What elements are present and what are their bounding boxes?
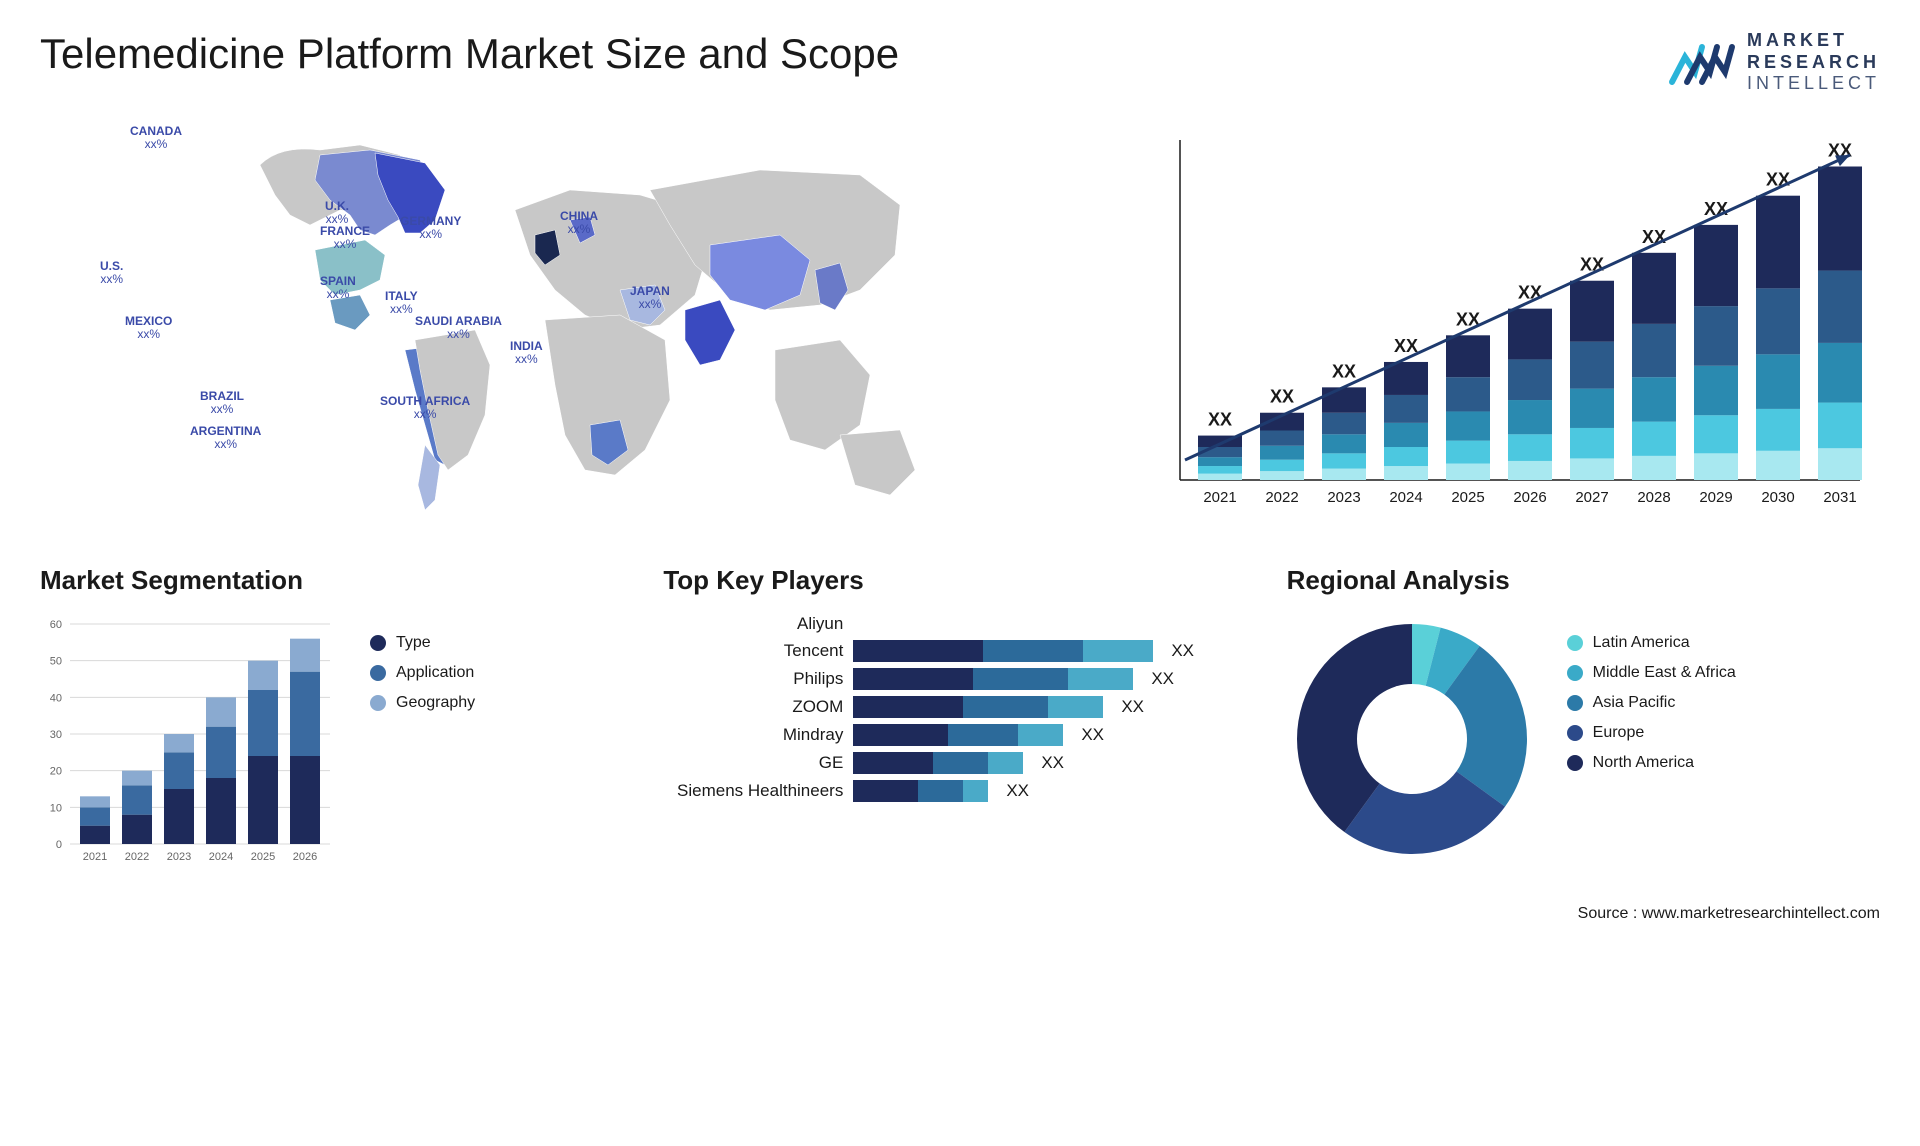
svg-text:2026: 2026: [293, 851, 317, 863]
svg-text:2024: 2024: [209, 851, 233, 863]
svg-text:50: 50: [50, 655, 62, 667]
svg-text:60: 60: [50, 619, 62, 631]
svg-text:2029: 2029: [1699, 489, 1732, 506]
svg-text:2022: 2022: [125, 851, 149, 863]
map-label: ARGENTINAxx%: [190, 425, 261, 451]
svg-text:2023: 2023: [167, 851, 191, 863]
legend-item: Latin America: [1567, 634, 1736, 652]
svg-text:XX: XX: [1332, 361, 1356, 381]
legend-item: Middle East & Africa: [1567, 664, 1736, 682]
map-label: U.S.xx%: [100, 260, 123, 286]
legend-item: Geography: [370, 694, 475, 712]
map-label: ITALYxx%: [385, 290, 418, 316]
legend-item: Asia Pacific: [1567, 694, 1736, 712]
logo-line2: RESEARCH: [1747, 52, 1880, 74]
map-label: INDIAxx%: [510, 340, 543, 366]
map-label: SAUDI ARABIAxx%: [415, 315, 502, 341]
svg-text:XX: XX: [1208, 409, 1232, 429]
svg-text:2030: 2030: [1761, 489, 1794, 506]
svg-text:XX: XX: [1518, 282, 1542, 302]
svg-text:40: 40: [50, 692, 62, 704]
source-attribution: Source : www.marketresearchintellect.com: [40, 905, 1880, 923]
map-label: SOUTH AFRICAxx%: [380, 395, 470, 421]
players-chart: Aliyun TencentXX PhilipsXX ZOOMXX MindrayXX G…: [663, 614, 1256, 802]
svg-text:2031: 2031: [1823, 489, 1856, 506]
regional-donut: [1287, 614, 1537, 864]
svg-text:30: 30: [50, 729, 62, 741]
svg-text:2021: 2021: [83, 851, 107, 863]
legend-item: Europe: [1567, 724, 1736, 742]
logo-line1: MARKET: [1747, 30, 1880, 52]
map-label: JAPANxx%: [630, 285, 670, 311]
svg-text:XX: XX: [1394, 336, 1418, 356]
map-label: MEXICOxx%: [125, 315, 172, 341]
player-row: PhilipsXX: [663, 668, 1256, 690]
svg-text:2026: 2026: [1513, 489, 1546, 506]
players-panel: Top Key Players Aliyun TencentXX PhilipsXX…: [663, 565, 1256, 885]
regional-legend: Latin America Middle East & Africa Asia Pa…: [1567, 634, 1736, 772]
player-row: TencentXX: [663, 640, 1256, 662]
svg-text:2021: 2021: [1203, 489, 1236, 506]
map-label: CANADAxx%: [130, 125, 182, 151]
map-label: GERMANYxx%: [400, 215, 461, 241]
logo-line3: INTELLECT: [1747, 73, 1880, 95]
svg-text:2025: 2025: [251, 851, 275, 863]
players-title: Top Key Players: [663, 565, 1256, 596]
segmentation-title: Market Segmentation: [40, 565, 633, 596]
svg-text:2027: 2027: [1575, 489, 1608, 506]
page-title: Telemedicine Platform Market Size and Sc…: [40, 30, 899, 78]
segmentation-legend: Type Application Geography: [370, 634, 475, 712]
legend-item: Application: [370, 664, 475, 682]
player-row: Aliyun: [663, 614, 1256, 634]
regional-panel: Regional Analysis Latin America Middle Ea…: [1287, 565, 1880, 885]
segmentation-chart: 0 10 20 30 40 50 60 2021 2022 2023 2024 2025 2026: [40, 614, 340, 874]
player-row: GEXX: [663, 752, 1256, 774]
map-label: SPAINxx%: [320, 275, 356, 301]
player-row: ZOOMXX: [663, 696, 1256, 718]
map-label: CHINAxx%: [560, 210, 598, 236]
player-row: Siemens HealthineersXX: [663, 780, 1256, 802]
player-row: MindrayXX: [663, 724, 1256, 746]
map-label: U.K.xx%: [325, 200, 349, 226]
svg-text:2024: 2024: [1389, 489, 1422, 506]
growth-chart: XX2021XX2022XX2023XX2024XX2025XX2026XX20…: [1160, 115, 1880, 535]
regional-title: Regional Analysis: [1287, 565, 1880, 596]
brand-logo: MARKET RESEARCH INTELLECT: [1667, 30, 1880, 95]
svg-text:2028: 2028: [1637, 489, 1670, 506]
map-label: BRAZILxx%: [200, 390, 244, 416]
legend-item: Type: [370, 634, 475, 652]
legend-item: North America: [1567, 754, 1736, 772]
svg-text:10: 10: [50, 802, 62, 814]
svg-text:2025: 2025: [1451, 489, 1484, 506]
svg-text:20: 20: [50, 765, 62, 777]
logo-icon: [1667, 32, 1737, 92]
map-label: FRANCExx%: [320, 225, 370, 251]
world-map: CANADAxx% U.S.xx% MEXICOxx% BRAZILxx% ARGENT…: [40, 115, 1120, 535]
svg-text:XX: XX: [1270, 387, 1294, 407]
svg-text:2023: 2023: [1327, 489, 1360, 506]
svg-text:0: 0: [56, 839, 62, 851]
segmentation-panel: Market Segmentation 0 10 20 30 40 50 60 2021 202…: [40, 565, 633, 885]
svg-text:2022: 2022: [1265, 489, 1298, 506]
